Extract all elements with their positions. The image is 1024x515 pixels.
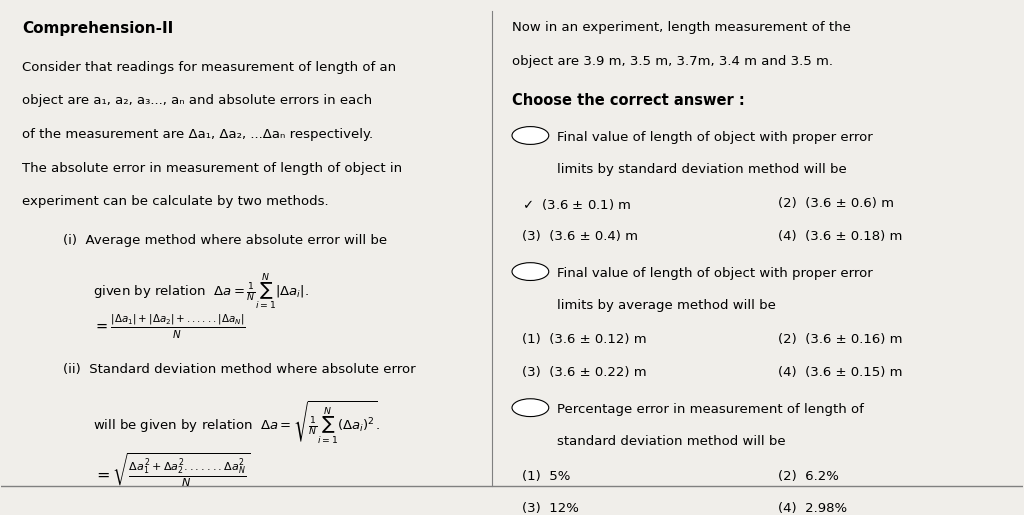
Text: 2.: 2. (524, 265, 536, 278)
Circle shape (512, 399, 549, 417)
Text: Now in an experiment, length measurement of the: Now in an experiment, length measurement… (512, 21, 851, 34)
Text: Final value of length of object with proper error: Final value of length of object with pro… (557, 130, 872, 144)
Text: (ii)  Standard deviation method where absolute error: (ii) Standard deviation method where abs… (62, 363, 416, 375)
Text: Choose the correct answer :: Choose the correct answer : (512, 93, 744, 109)
Text: (4)  (3.6 ± 0.15) m: (4) (3.6 ± 0.15) m (777, 366, 902, 379)
Text: Final value of length of object with proper error: Final value of length of object with pro… (557, 267, 872, 280)
Text: Percentage error in measurement of length of: Percentage error in measurement of lengt… (557, 403, 864, 416)
Text: (3)  (3.6 ± 0.22) m: (3) (3.6 ± 0.22) m (522, 366, 647, 379)
Text: experiment can be calculate by two methods.: experiment can be calculate by two metho… (22, 195, 329, 209)
Text: $= \sqrt{\frac{\Delta a_1^2 + \Delta a_2^2 .......\Delta a_N^2}{N}}$: $= \sqrt{\frac{\Delta a_1^2 + \Delta a_2… (93, 452, 251, 489)
Text: (2)  6.2%: (2) 6.2% (777, 470, 839, 483)
Text: (4)  (3.6 ± 0.18) m: (4) (3.6 ± 0.18) m (777, 230, 902, 243)
Text: (1)  (3.6 ± 0.12) m: (1) (3.6 ± 0.12) m (522, 333, 647, 347)
Text: object are 3.9 m, 3.5 m, 3.7m, 3.4 m and 3.5 m.: object are 3.9 m, 3.5 m, 3.7m, 3.4 m and… (512, 55, 833, 68)
Text: limits by average method will be: limits by average method will be (557, 299, 776, 312)
Text: object are a₁, a₂, a₃..., aₙ and absolute errors in each: object are a₁, a₂, a₃..., aₙ and absolut… (22, 94, 372, 108)
Text: $= \frac{|\Delta a_1| + |\Delta a_2| + ......|\Delta a_N|}{N}$: $= \frac{|\Delta a_1| + |\Delta a_2| + .… (93, 313, 246, 341)
Text: The absolute error in measurement of length of object in: The absolute error in measurement of len… (22, 162, 402, 175)
Text: limits by standard deviation method will be: limits by standard deviation method will… (557, 163, 847, 176)
Text: standard deviation method will be: standard deviation method will be (557, 435, 785, 448)
Text: (i)  Average method where absolute error will be: (i) Average method where absolute error … (62, 234, 387, 247)
Text: given by relation  $\Delta a = \frac{1}{N}\sum_{i=1}^{N}|\Delta a_i|$.: given by relation $\Delta a = \frac{1}{N… (93, 271, 309, 312)
Text: (2)  (3.6 ± 0.16) m: (2) (3.6 ± 0.16) m (777, 333, 902, 347)
Text: Comprehension-II: Comprehension-II (22, 21, 173, 36)
Text: of the measurement are Δa₁, Δa₂, ...Δaₙ respectively.: of the measurement are Δa₁, Δa₂, ...Δaₙ … (22, 128, 373, 141)
Text: (1)  5%: (1) 5% (522, 470, 570, 483)
Text: will be given by relation  $\Delta a = \sqrt{\frac{1}{N}\sum_{i=1}^{N}(\Delta a_: will be given by relation $\Delta a = \s… (93, 400, 381, 446)
Text: (3)  (3.6 ± 0.4) m: (3) (3.6 ± 0.4) m (522, 230, 638, 243)
Text: (2)  (3.6 ± 0.6) m: (2) (3.6 ± 0.6) m (777, 197, 894, 210)
Text: (4)  2.98%: (4) 2.98% (777, 502, 847, 514)
Text: 3.: 3. (525, 401, 536, 414)
Text: Consider that readings for measurement of length of an: Consider that readings for measurement o… (22, 61, 396, 74)
Text: $\checkmark$  (3.6 $\pm$ 0.1) m: $\checkmark$ (3.6 $\pm$ 0.1) m (522, 197, 632, 212)
Text: (3)  12%: (3) 12% (522, 502, 580, 514)
Circle shape (512, 127, 549, 144)
Circle shape (512, 263, 549, 281)
Text: 1.: 1. (524, 129, 536, 142)
